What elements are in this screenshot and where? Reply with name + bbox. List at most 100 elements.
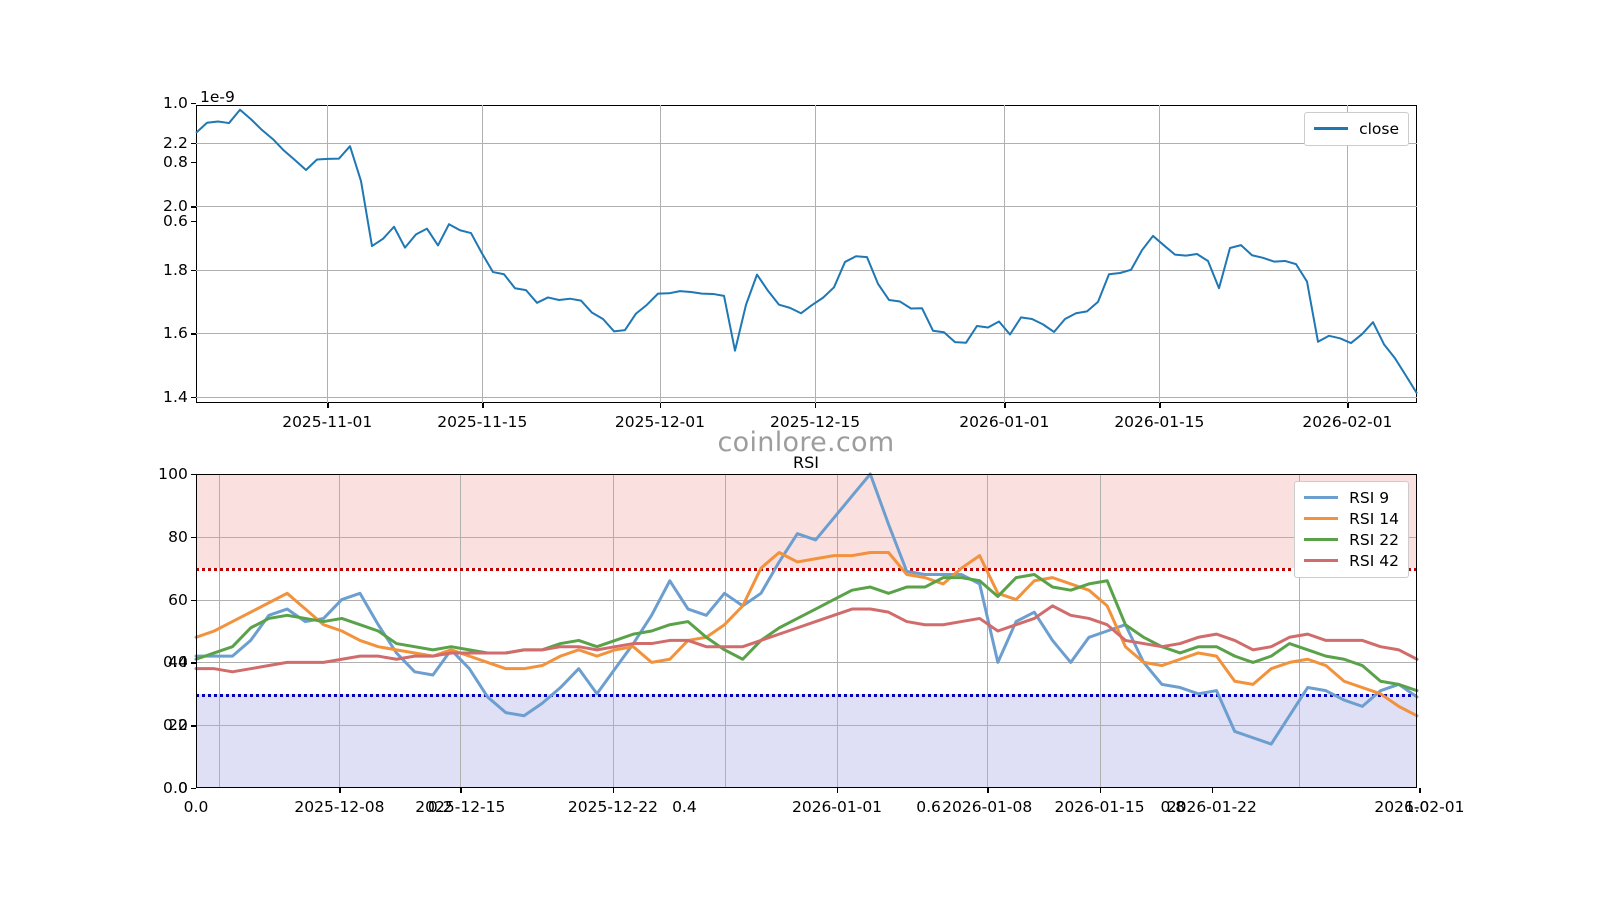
- y-tick-label: 40: [168, 653, 188, 672]
- x-tick-label: 2025-12-15: [415, 798, 506, 816]
- x-tick-mark: [815, 403, 817, 408]
- price-line-close: [195, 108, 1418, 395]
- x-tick-label: 2026-01-08: [942, 798, 1033, 816]
- y-tick-mark-overlay: [191, 221, 196, 223]
- legend-item[interactable]: RSI 14: [1304, 508, 1399, 529]
- x-tick-label: 2025-12-08: [294, 798, 385, 816]
- gridline-vertical: [1347, 105, 1349, 403]
- x-tick-label: 2026-01-15: [1054, 798, 1145, 816]
- legend-item[interactable]: RSI 42: [1304, 550, 1399, 571]
- x-tick-mark: [612, 788, 615, 793]
- gridline-horizontal: [196, 725, 1417, 727]
- watermark-coinlore: coinlore.com: [717, 427, 895, 458]
- x-tick-label: 2025-11-15: [437, 413, 528, 431]
- price-legend[interactable]: close: [1304, 112, 1409, 146]
- rsi-line-rsi-42: [194, 604, 1419, 674]
- gridline-vertical: [1099, 474, 1101, 788]
- rsi-line-rsi-14: [194, 551, 1419, 718]
- legend-label: RSI 14: [1349, 509, 1399, 528]
- gridline-vertical: [815, 105, 817, 403]
- legend-swatch-icon: [1304, 496, 1339, 499]
- gridline-vertical: [1159, 105, 1161, 403]
- price-series-svg: [195, 108, 1418, 395]
- y-tick-label: 80: [168, 527, 188, 546]
- y-tick-mark: [191, 269, 196, 272]
- rsi-legend[interactable]: RSI 9 RSI 14 RSI 22 RSI 42: [1294, 481, 1409, 578]
- x-tick-mark: [1419, 788, 1421, 793]
- y-tick-mark: [191, 474, 196, 476]
- x-tick-mark: [1099, 788, 1101, 793]
- gridline-vertical: [1298, 474, 1300, 788]
- x-tick-label: 2025-12-01: [614, 413, 706, 431]
- rsi-oversold-band: [196, 693, 1417, 788]
- rsi-line-rsi-22: [194, 572, 1419, 693]
- gridline-vertical: [724, 474, 726, 788]
- x-tick-label: 2026-01-01: [791, 798, 883, 816]
- rsi-series-svg: [194, 472, 1419, 746]
- y-tick-label: 100: [158, 465, 188, 483]
- rsi-plot-frame: [196, 474, 1417, 788]
- x-tick-label-overlay: 0.2: [427, 798, 453, 816]
- y-tick-mark-overlay: [191, 662, 196, 664]
- rsi-overbought-band: [196, 474, 1417, 569]
- x-tick-label-overlay: 0.6: [916, 798, 941, 816]
- rsi-chart-panel: RSI 9 RSI 14 RSI 22 RSI 42: [194, 472, 1419, 788]
- legend-swatch-icon: [1304, 559, 1339, 562]
- x-tick-label-overlay: 0.8: [1160, 798, 1186, 816]
- y-tick-label: 0: [178, 779, 188, 797]
- y-tick-mark-overlay: [191, 725, 196, 727]
- y-tick-label-overlay: 0.0: [163, 779, 188, 797]
- y-tick-label: 20: [168, 716, 188, 735]
- y-tick-label-overlay: 1.0: [163, 94, 188, 112]
- x-tick-mark: [987, 788, 989, 793]
- gridline-horizontal: [196, 269, 1417, 271]
- x-tick-label: 2026-01-01: [959, 413, 1050, 431]
- y-tick-label-overlay: 0.2: [163, 716, 188, 735]
- x-tick-label: 2026-02-01: [1302, 413, 1393, 431]
- x-tick-mark: [460, 788, 462, 793]
- gridline-vertical: [460, 474, 462, 788]
- price-chart-panel: close: [195, 105, 1418, 403]
- x-tick-mark: [1347, 403, 1349, 408]
- y-tick-mark-overlay: [191, 103, 196, 105]
- price-plot-frame: [196, 105, 1417, 403]
- legend-label: close: [1359, 119, 1399, 138]
- y-tick-mark: [191, 599, 196, 601]
- gridline-vertical: [218, 474, 220, 788]
- legend-label: RSI 42: [1349, 551, 1399, 570]
- y-tick-mark-overlay: [191, 788, 196, 790]
- y-tick-label: 1.4: [163, 387, 188, 406]
- legend-label: RSI 9: [1349, 488, 1390, 507]
- y-tick-mark: [191, 536, 196, 539]
- x-tick-mark: [1159, 403, 1161, 408]
- y-tick-label: 2.2: [163, 134, 188, 153]
- y-tick-label-overlay: 0.8: [163, 153, 188, 171]
- rsi-title: RSI: [793, 453, 819, 472]
- legend-swatch-icon: [1304, 517, 1339, 520]
- legend-item[interactable]: RSI 9: [1304, 487, 1399, 508]
- y-tick-label: 1.6: [163, 324, 188, 343]
- x-tick-label: 2026-02-01: [1374, 798, 1465, 816]
- gridline-horizontal: [196, 143, 1417, 145]
- x-tick-label: 2025-12-22: [567, 798, 659, 816]
- y-tick-label: 2.0: [163, 197, 188, 216]
- legend-item[interactable]: close: [1314, 118, 1399, 139]
- gridline-vertical: [1004, 105, 1006, 403]
- x-tick-label: 2026-01-15: [1114, 413, 1205, 431]
- legend-item[interactable]: RSI 22: [1304, 529, 1399, 550]
- gridline-horizontal: [196, 396, 1417, 398]
- x-tick-label: 2026-01-22: [1166, 798, 1257, 816]
- rsi-line-rsi-9: [194, 472, 1419, 746]
- y-tick-label: 1.8: [163, 260, 188, 279]
- x-tick-mark: [659, 403, 662, 408]
- gridline-vertical: [659, 105, 661, 403]
- gridline-horizontal: [196, 333, 1417, 335]
- x-tick-mark: [1211, 788, 1214, 793]
- x-tick-mark: [339, 788, 341, 793]
- x-tick-label-overlay: 0.4: [672, 798, 697, 816]
- x-tick-mark: [1004, 403, 1006, 408]
- rsi-overbought-threshold-line: [196, 568, 1417, 572]
- y-tick-mark-overlay: [191, 162, 196, 164]
- rsi-oversold-threshold-line: [196, 693, 1417, 697]
